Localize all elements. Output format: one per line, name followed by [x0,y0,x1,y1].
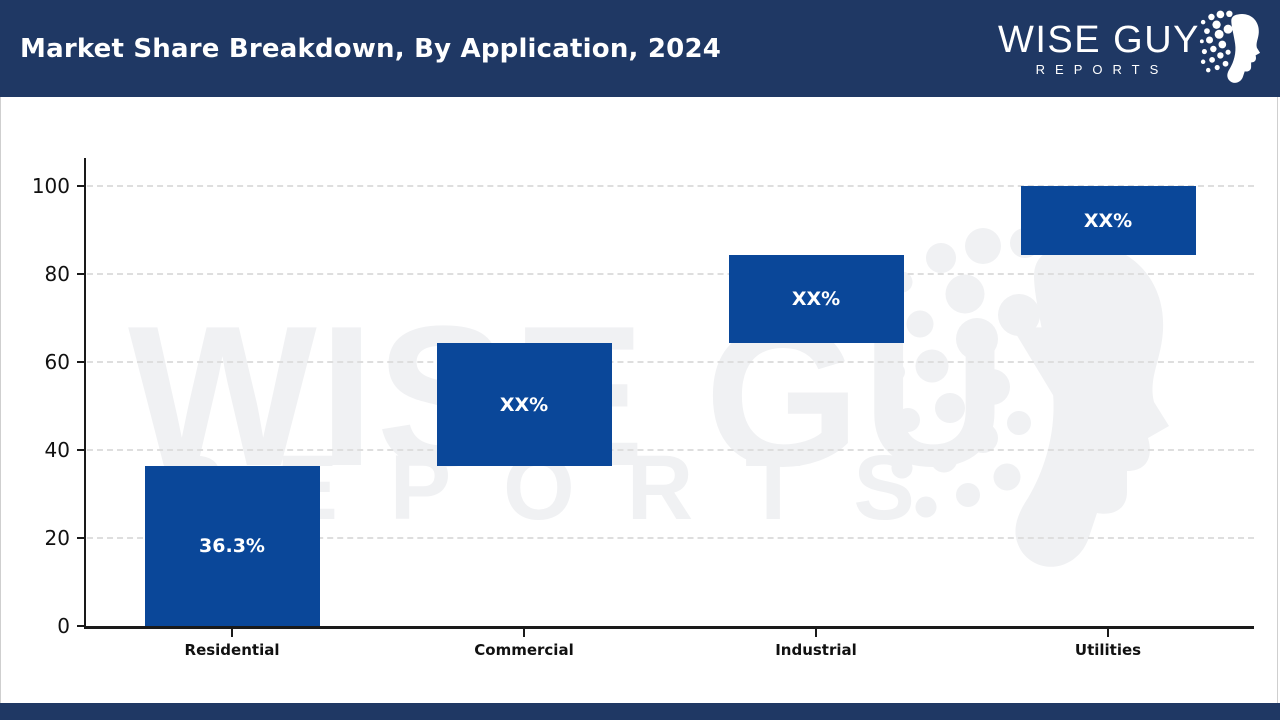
category-label-utilities: Utilities [1074,641,1142,659]
x-axis-spine [84,626,1254,629]
y-tick-mark-100 [77,185,86,187]
gridline-80 [87,273,1254,275]
category-label-industrial: Industrial [775,641,857,659]
y-tick-label-20: 20 [44,526,70,550]
y-tick-mark-80 [77,273,86,275]
gridline-60 [87,361,1254,363]
header-bar: Market Share Breakdown, By Application, … [0,0,1280,97]
y-tick-label-80: 80 [44,262,70,286]
x-tick-mark-1 [523,629,525,637]
bar-value-label: XX% [791,288,841,311]
bar-commercial: XX% [436,343,612,467]
bar-value-label: XX% [1083,209,1133,232]
brand-face-icon [1199,10,1261,83]
y-tick-label-100: 100 [31,174,70,198]
brand-logo: WISE GUY REPORTS [998,10,1262,88]
y-tick-mark-20 [77,537,86,539]
category-label-commercial: Commercial [474,641,574,659]
watermark-face-icon [887,228,1169,567]
bar-residential: 36.3% [144,466,320,626]
brand-subtitle: REPORTS [1035,61,1169,77]
y-tick-mark-0 [77,625,86,627]
x-tick-mark-0 [231,629,233,637]
gridline-40 [87,449,1254,451]
footer-bar [0,703,1280,720]
x-tick-mark-3 [1107,629,1109,637]
category-label-residential: Residential [184,641,280,659]
gridline-20 [87,537,1254,539]
y-tick-label-40: 40 [44,438,70,462]
y-tick-mark-40 [77,449,86,451]
page-title: Market Share Breakdown, By Application, … [20,33,722,64]
brand-name: WISE GUY [997,18,1200,61]
brand-logo-text: WISE GUY REPORTS [998,21,1200,77]
bar-value-label: 36.3% [199,535,265,558]
bar-utilities: XX% [1020,186,1196,256]
bar-value-label: XX% [499,393,549,416]
bar-industrial: XX% [728,255,904,344]
y-tick-label-0: 0 [57,614,70,638]
x-tick-mark-2 [815,629,817,637]
y-tick-mark-60 [77,361,86,363]
y-axis-spine [84,158,86,628]
y-tick-label-60: 60 [44,350,70,374]
gridline-100 [87,185,1254,187]
